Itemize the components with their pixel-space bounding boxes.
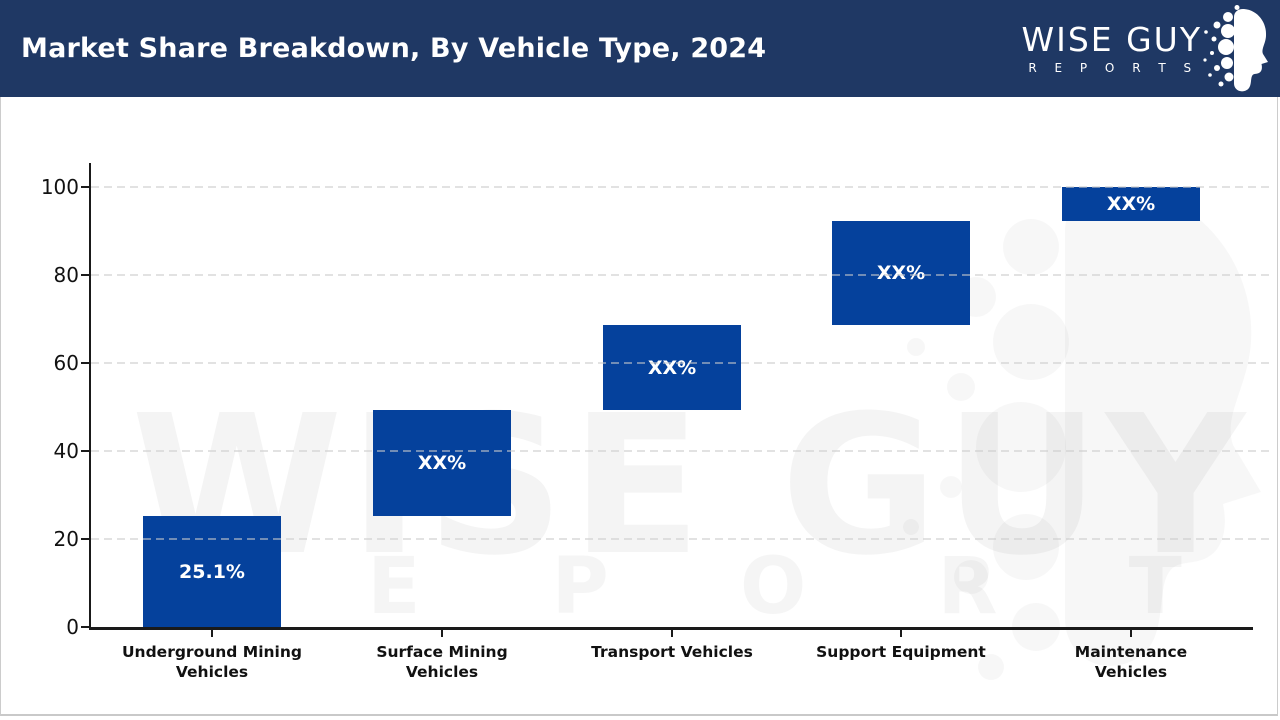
logo-text: WISE GUY R E P O R T S (1021, 23, 1202, 74)
chart-area: WISE GUY R E P O R T S 25.1% XX% XX% XX% XX%… (0, 97, 1280, 716)
y-axis-line (89, 163, 91, 630)
y-axis-tick-label: 0 (66, 615, 79, 639)
bar-segment: XX% (832, 220, 970, 325)
y-axis-tick-label: 80 (53, 262, 79, 287)
page-title: Market Share Breakdown, By Vehicle Type,… (21, 33, 767, 64)
x-category-label: Maintenance Vehicles (1074, 643, 1188, 682)
x-category-label: Underground Mining Vehicles (121, 643, 303, 682)
x-axis-tick (1130, 630, 1132, 637)
x-category-label: Support Equipment (816, 643, 986, 661)
y-axis-tick (81, 449, 90, 452)
wiseguy-head-icon (1203, 4, 1268, 91)
y-axis-tick (81, 273, 90, 276)
wiseguy-logo: WISE GUY R E P O R T S (1021, 4, 1270, 93)
y-axis-tick (81, 626, 90, 628)
gridline (91, 449, 1274, 452)
x-axis-tick (671, 630, 673, 637)
bar-segment: XX% (603, 324, 741, 411)
bar-segment: 25.1% (143, 516, 281, 627)
logo-brand-name: WISE GUY (1021, 20, 1202, 59)
gridline (91, 361, 1274, 364)
gridline (91, 273, 1274, 276)
x-category-label: Transport Vehicles (591, 643, 753, 661)
x-axis-line (89, 627, 1253, 630)
x-axis-tick (441, 630, 443, 637)
x-axis-tick (211, 630, 213, 637)
watermark-text-1: WISE GUY (131, 375, 1251, 598)
x-category-label: Surface Mining Vehicles (376, 643, 508, 682)
chart-header: Market Share Breakdown, By Vehicle Type,… (0, 0, 1280, 97)
bar-value-label: XX% (647, 356, 697, 379)
y-axis-tick (81, 537, 90, 540)
y-axis-tick (81, 185, 90, 188)
y-axis-tick (81, 361, 90, 364)
y-axis-tick-label: 100 (40, 174, 79, 199)
bar-segment: XX% (373, 410, 511, 517)
gridline (91, 185, 1274, 188)
x-axis-tick (900, 630, 902, 637)
gridline (91, 537, 1274, 540)
bar-value-label: XX% (417, 452, 467, 475)
y-axis-tick-label: 60 (53, 350, 79, 375)
bar-value-label: 25.1% (179, 560, 245, 583)
watermark-text-2: R E P O R T S (176, 542, 1280, 632)
bar-value-label: XX% (877, 262, 925, 284)
plot-area: 25.1% XX% XX% XX% XX% 0 20 40 60 80 100 Underground… (1, 97, 1277, 714)
bar-value-label: XX% (1106, 192, 1156, 215)
y-axis-tick-label: 20 (53, 526, 79, 551)
bar-segment: XX% (1062, 186, 1200, 221)
logo-brand-subtitle: R E P O R T S (1028, 61, 1199, 75)
y-axis-tick-label: 40 (53, 438, 79, 463)
